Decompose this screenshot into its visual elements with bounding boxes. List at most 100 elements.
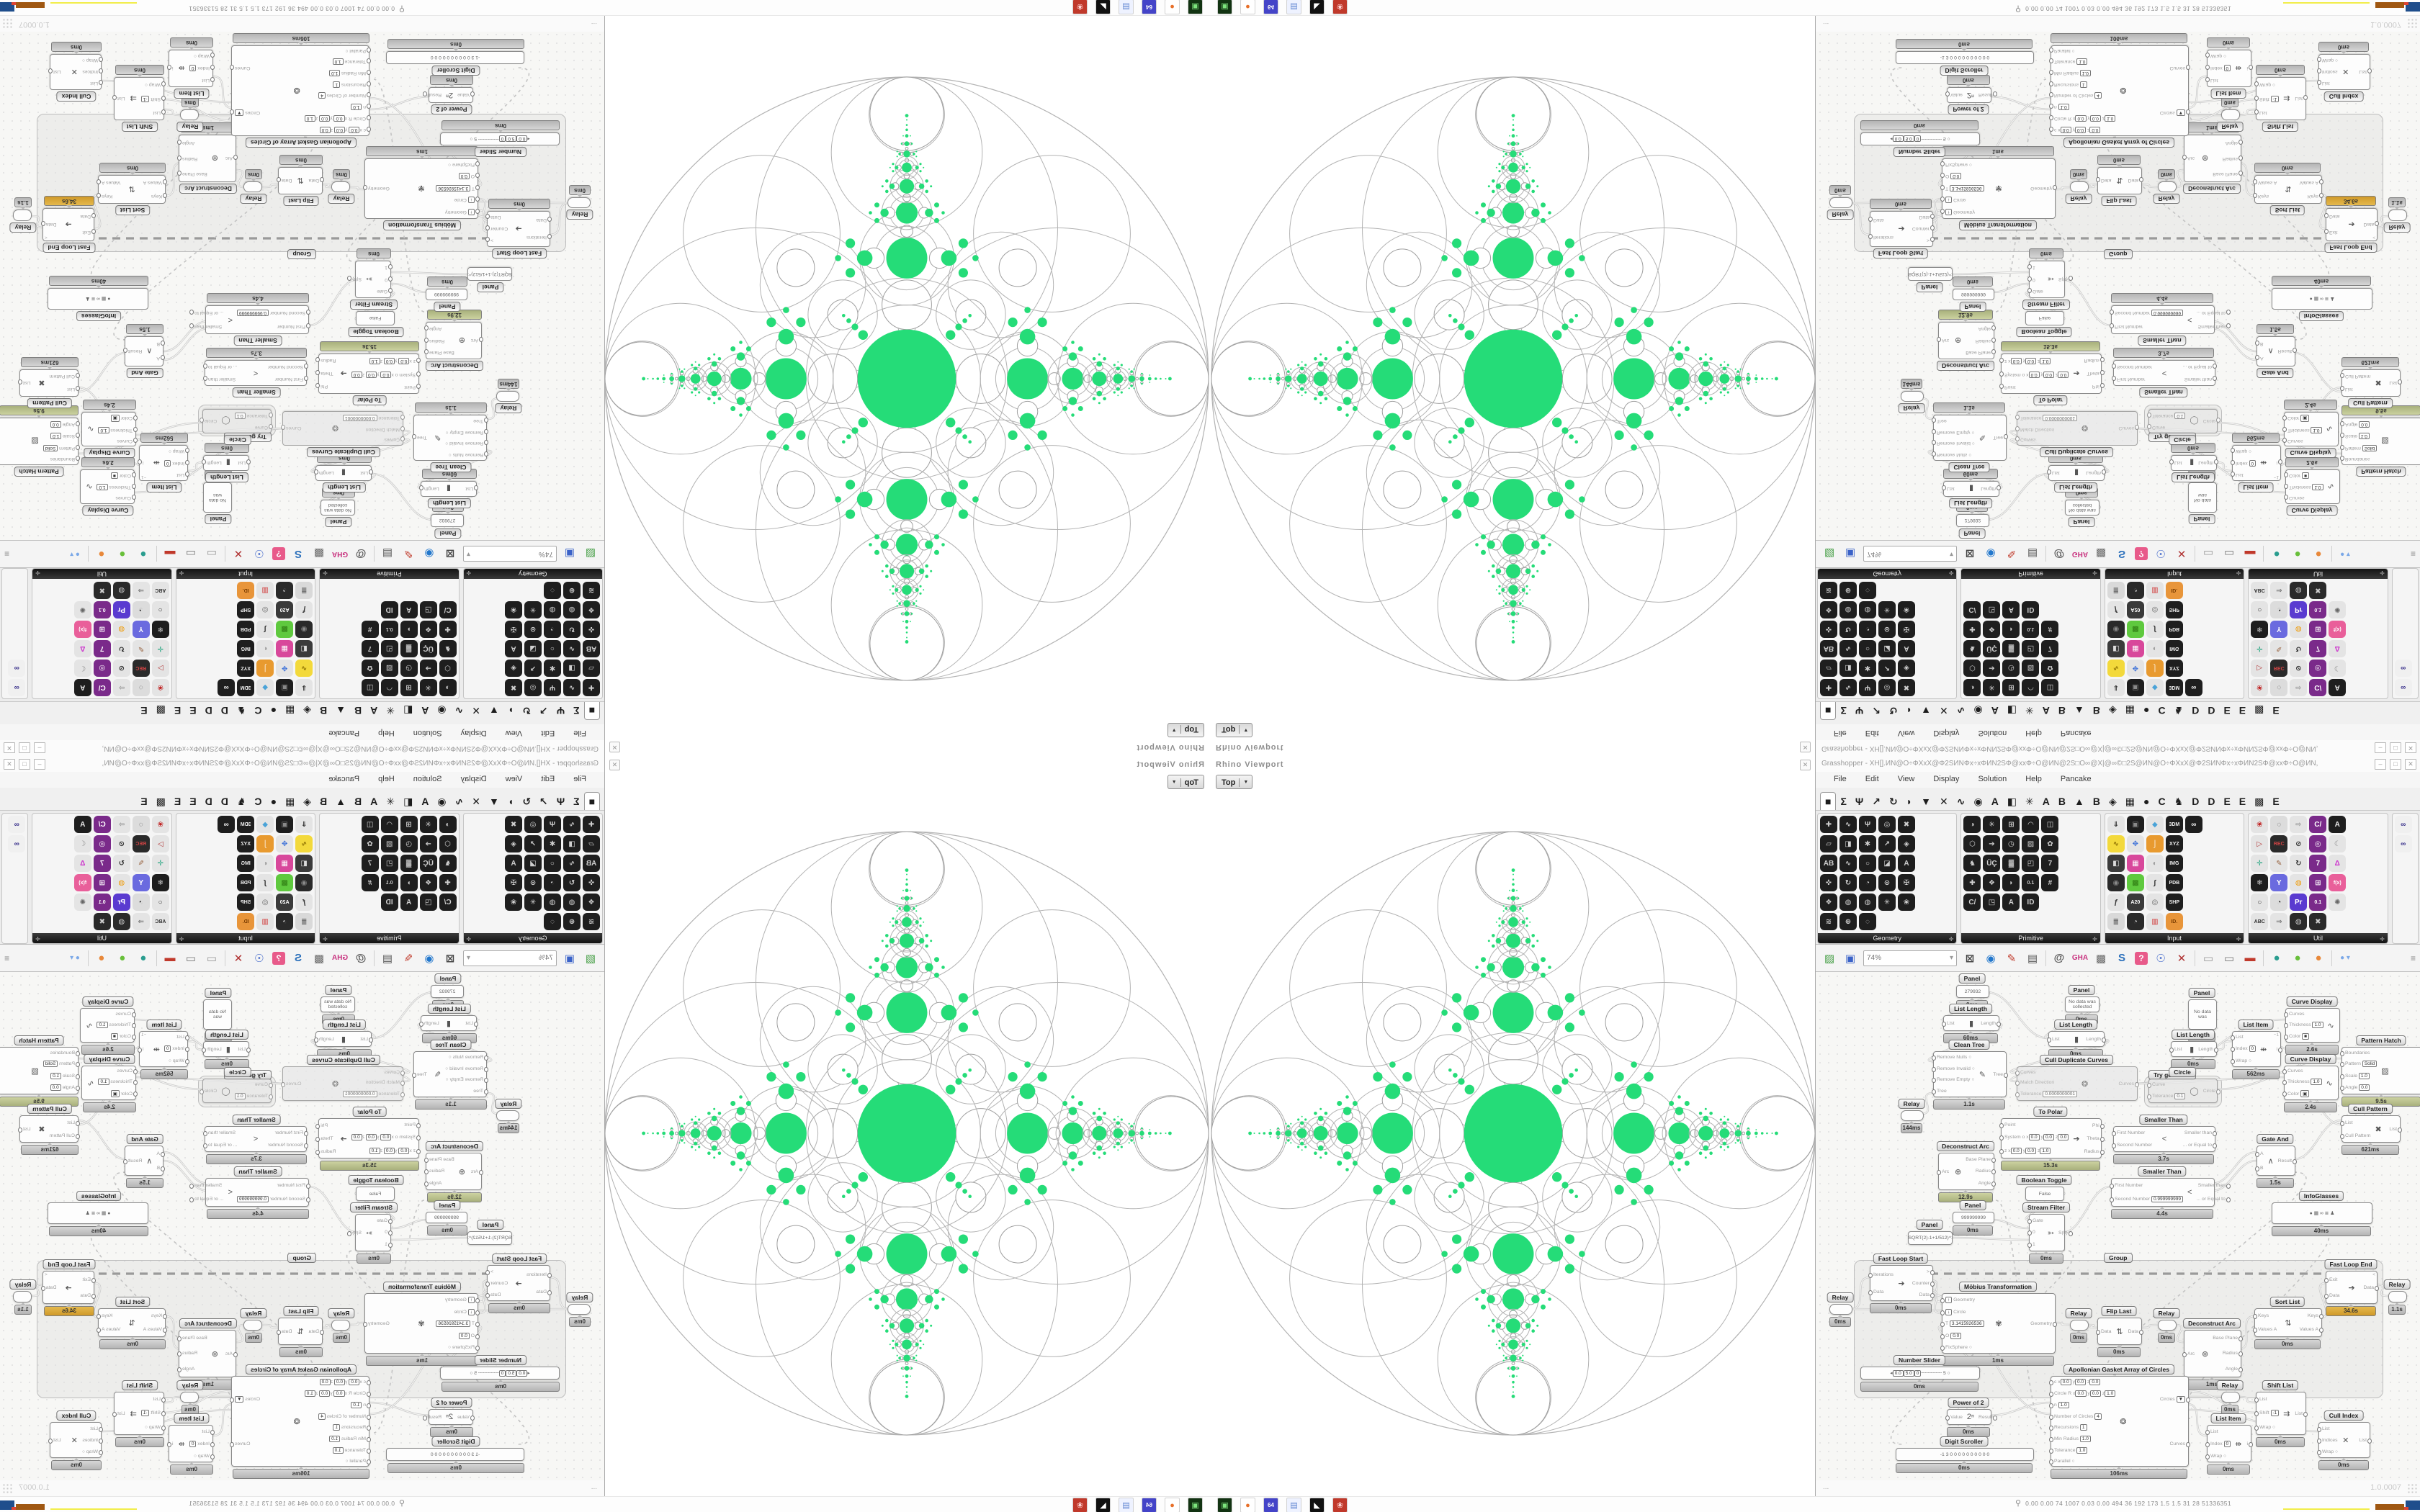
node-output-port[interactable]: ... or Equal to (192, 1197, 226, 1202)
palette-icon[interactable]: ◉ (2107, 621, 2125, 638)
node-body[interactable]: 999999999 (1953, 289, 1994, 300)
palette-icon[interactable]: 0.1 (380, 874, 398, 891)
node-input-port[interactable]: Parallel ○ (2051, 48, 2118, 53)
node-input-port[interactable]: Tolerance 1.0 (2051, 58, 2118, 66)
tab-category-16[interactable]: B (2092, 705, 2101, 716)
node-output-port[interactable]: Values A (99, 1327, 127, 1332)
window-icon[interactable]: ▩ (313, 952, 325, 965)
node-input-port[interactable]: Tolerance 0.1 (232, 413, 271, 419)
node-body[interactable]: 999999999 (426, 289, 467, 300)
floppy64-icon[interactable]: 64 (1142, 1498, 1157, 1512)
node-output-port[interactable]: Counter (1906, 227, 1932, 232)
toolbar-collapse-icon[interactable]: ≡ (4, 549, 10, 559)
palette-panel-label[interactable]: Primitive ✛ (320, 569, 459, 579)
tab-category-23[interactable]: D (2208, 705, 2215, 716)
node-input-port[interactable]: n 1.0 (302, 104, 369, 111)
palette-icon[interactable]: ❖ (419, 621, 437, 638)
node-body[interactable] (2388, 1291, 2407, 1302)
node-list-length[interactable]: List Length List ▮ Length 0ms (203, 1030, 249, 1069)
palette-icon[interactable]: ∿ (1839, 855, 1857, 872)
palette-icon[interactable]: ∞ (8, 835, 26, 852)
node-output-port[interactable]: List (2292, 1411, 2308, 1417)
palette-icon[interactable]: ◰ (380, 855, 398, 872)
help-icon[interactable]: ? (2135, 951, 2148, 965)
node-output-port[interactable]: List (50, 70, 70, 75)
node-list-length[interactable]: List Length List ▮ Length 0ms (2169, 1030, 2218, 1069)
palette-icon[interactable]: ▓ (2002, 640, 2020, 657)
node-input-port[interactable]: 0 (2027, 1230, 2046, 1236)
node-input-port[interactable]: Tolerance 0.1 (232, 1093, 271, 1099)
save-file-icon[interactable]: ▣ (1845, 952, 1856, 965)
node-output-port[interactable]: Phi (318, 1123, 339, 1128)
node-input-port[interactable]: List (2049, 471, 2073, 476)
node-output-port[interactable]: Phi (2081, 384, 2102, 390)
node-gate-and[interactable]: Gate And A B ∧ Result 1.5s (125, 324, 163, 378)
node-input-port[interactable]: Tolerance 1.0 (302, 1446, 369, 1454)
node-input-port[interactable]: List (347, 1037, 371, 1042)
menu-pancake[interactable]: Pancake (328, 775, 360, 783)
node-body[interactable]: Arc ⊕ Base Plane Radius Angle (179, 135, 236, 182)
node-input-port[interactable]: Remove Invalid ○ (442, 1066, 486, 1071)
palette-icon[interactable]: ⊙ (1878, 874, 1896, 891)
tab-category-8[interactable]: ∿ (1956, 796, 1966, 807)
cylinder-white-icon[interactable]: ▭ (206, 547, 218, 560)
menu-file[interactable]: File (1834, 775, 1847, 783)
palette-icon[interactable]: ◔ (2270, 894, 2288, 911)
palette-icon[interactable]: 7 (93, 855, 111, 872)
node-number-slider[interactable]: Number Slider ◂ 0.0 5.0 0 ┄┄┄┄┄┄┄ 5 ○ 0ms (1860, 120, 1980, 157)
node-body[interactable]: Data ⇅ Data (278, 167, 323, 194)
node-body[interactable]: 279932 (1956, 514, 1989, 527)
palette-icon[interactable]: ◔ (132, 894, 150, 911)
node-body[interactable]: (SQRT(2)-1+1/512)^1 (1908, 267, 1953, 281)
swap-icon[interactable]: ✕ (2177, 547, 2187, 560)
menu-display[interactable]: Display (460, 729, 487, 737)
pin-green-icon[interactable]: ● (2294, 548, 2301, 560)
node-output-port[interactable]: Values A (2293, 1327, 2324, 1333)
node-body[interactable]: List Cull Pattern ✖ List (2340, 1115, 2403, 1143)
palette-icon[interactable]: PDB (2165, 874, 2183, 891)
node-input-port[interactable]: Exit (73, 230, 94, 235)
node-output-port[interactable]: Length (421, 1021, 445, 1026)
node-input-port[interactable]: O 0.0 (1940, 1333, 1994, 1340)
node-input-port[interactable]: List (2047, 1037, 2073, 1043)
node-output-port[interactable]: Angle (426, 326, 457, 331)
node-input-port[interactable]: Indices (79, 70, 101, 75)
node-m-bius-transformation[interactable]: Möbius Transformation ↑ Geometry ↓ Circle T… (1940, 1282, 2058, 1366)
node-body[interactable]: Arc ⊕ Base Plane Radius Angle (2184, 135, 2241, 182)
node-output-port[interactable]: List (50, 1438, 70, 1443)
palette-icon[interactable]: ◆ (2146, 679, 2164, 696)
palette-icon[interactable]: ○ (2251, 601, 2269, 618)
node-input-port[interactable]: Tolerance 0.1 (2146, 1093, 2188, 1099)
palette-icon[interactable]: ◗ (2002, 621, 2020, 638)
help-icon[interactable]: ? (2135, 547, 2148, 561)
node-body[interactable]: Keys Values A ⇅ Keys Values A (98, 175, 166, 204)
node-output-port[interactable]: Keys (2293, 194, 2321, 199)
node-body[interactable]: < Exit Data ➔ Data (2323, 1271, 2380, 1304)
node-body[interactable]: List Shift -1 Wrap ○ ⇉ List (114, 77, 164, 120)
palette-icon[interactable]: ∞ (2394, 660, 2412, 677)
node-output-port[interactable]: Base Plane (179, 1336, 210, 1341)
node-body[interactable]: Boundaries Pattern Solid Scale 1.0 Angle 0.… (0, 1047, 79, 1094)
node-list-length[interactable]: List Length List ▮ Length 0ms (203, 443, 249, 482)
tab-category-12[interactable]: ✳ (2025, 796, 2034, 807)
node-input-port[interactable]: Second Number 0.999999999 (2110, 1195, 2186, 1202)
palette-icon[interactable]: ◫ (361, 679, 379, 696)
rhino-icon[interactable]: ◣ (1095, 0, 1111, 14)
node-body[interactable]: Iterations Data ➔ > Counter Data (487, 1265, 550, 1301)
pin-teal-icon[interactable]: ● (2273, 952, 2280, 964)
node-clean-tree[interactable]: Clean Tree Remove Nulls ○ Remove Invalid ○… (1932, 1040, 2008, 1110)
palette-icon[interactable] (2184, 640, 2202, 657)
node-output-port[interactable]: Phi (2081, 1123, 2105, 1129)
palette-icon[interactable]: Y (2270, 874, 2288, 891)
tab-category-16[interactable]: B (319, 796, 328, 807)
palette-icon[interactable]: ID (2022, 601, 2040, 618)
node-body[interactable]: List Indices Wrap ○ ✕ List (50, 1422, 102, 1458)
node-body[interactable]: A B ∧ Result (2257, 336, 2295, 366)
palette-icon[interactable]: ❖ (1820, 894, 1837, 911)
node-body[interactable] (2070, 181, 2089, 192)
node-body[interactable]: Data ⇅ Data (278, 1318, 323, 1345)
palette-icon[interactable]: ◨ (563, 835, 581, 852)
node-input-port[interactable]: List (2169, 1047, 2188, 1053)
node-list-item[interactable]: List Item −1 List Index 0 Wrap ○ ⇻ i 562ms (139, 1020, 188, 1079)
grasshopper-titlebar[interactable]: Grasshopper - XH[].ИN@O÷ΦXxX@Φ2SИNΦx÷xΦИ… (0, 739, 604, 756)
